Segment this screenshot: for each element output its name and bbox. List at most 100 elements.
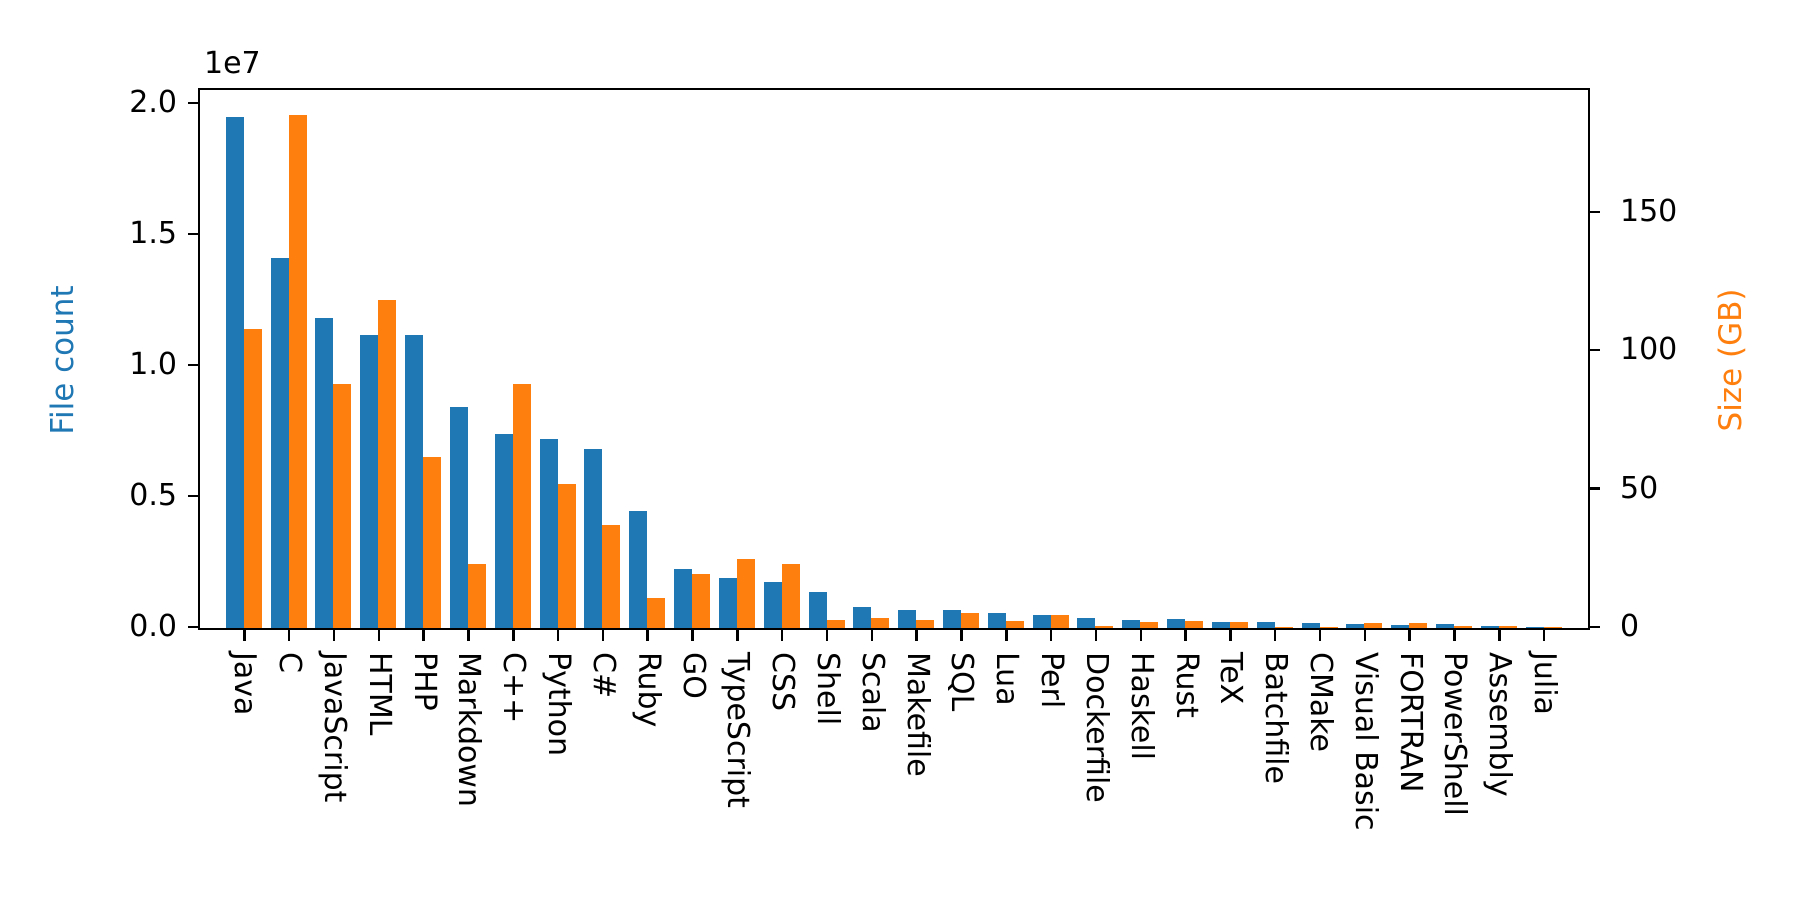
- x-tick-mark: [1318, 629, 1322, 641]
- x-tick-mark: [780, 629, 784, 641]
- x-tick-mark: [915, 629, 918, 641]
- bar-file-count-fortran: [1391, 624, 1410, 628]
- bar-file-count-powershell: [1435, 624, 1454, 628]
- bar-size-gb-c: [602, 525, 621, 628]
- x-tick-mark: [870, 629, 873, 641]
- x-tick-label-ruby: Ruby: [630, 652, 666, 728]
- bar-size-gb-cmake: [1319, 626, 1338, 628]
- x-tick-mark: [287, 629, 291, 641]
- y-tick-mark-left: [187, 101, 198, 105]
- bar-file-count-sql: [942, 609, 961, 628]
- bar-file-count-python: [539, 438, 558, 628]
- y-tick-label-right: 50: [1620, 470, 1659, 506]
- x-tick-label-go: GO: [675, 652, 711, 699]
- y-tick-label-right: 100: [1620, 332, 1678, 368]
- bar-file-count-php: [405, 335, 424, 628]
- x-tick-mark: [736, 629, 739, 641]
- x-tick-mark: [243, 629, 246, 641]
- bar-file-count-c: [494, 434, 513, 628]
- x-tick-label-shell: Shell: [810, 652, 845, 726]
- y-tick-label-left: 2.0: [129, 85, 177, 121]
- left-axis-offset-text: 1e7: [204, 46, 261, 81]
- x-tick-label-python: Python: [541, 652, 576, 756]
- bar-size-gb-python: [557, 483, 576, 628]
- bar-size-gb-tex: [1229, 621, 1248, 628]
- bar-file-count-tex: [1211, 621, 1230, 628]
- x-tick-mark: [1273, 629, 1277, 641]
- bar-size-gb-sql: [960, 612, 979, 628]
- plot-area: [197, 87, 1590, 630]
- x-tick-label-java: Java: [227, 652, 263, 716]
- bar-file-count-rust: [1167, 619, 1185, 628]
- x-tick-label-makefile: Makefile: [899, 652, 935, 777]
- x-tick-mark: [1453, 629, 1456, 641]
- x-tick-label-typescript: TypeScript: [720, 652, 756, 808]
- bar-file-count-haskell: [1122, 619, 1141, 628]
- bar-file-count-c: [584, 449, 603, 628]
- bar-size-gb-javascript: [333, 383, 352, 628]
- x-tick-label-visual-basic: Visual Basic: [1347, 652, 1383, 831]
- bar-size-gb-go: [692, 574, 710, 628]
- bar-size-gb-makefile: [916, 619, 935, 628]
- y-tick-mark-right: [1590, 348, 1600, 352]
- bar-file-count-julia: [1525, 626, 1544, 628]
- bar-size-gb-typescript: [736, 559, 755, 628]
- bar-file-count-batchfile: [1256, 621, 1275, 628]
- x-tick-mark: [1005, 629, 1008, 641]
- y-tick-label-left: 0.0: [129, 609, 177, 644]
- bar-file-count-java: [225, 116, 244, 628]
- y-tick-mark-left: [187, 232, 198, 236]
- y-tick-label-left: 1.0: [129, 347, 177, 382]
- x-tick-mark: [646, 629, 649, 641]
- x-tick-mark: [691, 629, 694, 641]
- x-tick-mark: [1139, 629, 1142, 641]
- bar-size-gb-html: [378, 299, 397, 628]
- x-tick-mark: [377, 629, 380, 641]
- bar-file-count-javascript: [315, 318, 334, 628]
- bar-file-count-perl: [1032, 615, 1051, 628]
- x-tick-label-julia: Julia: [1527, 652, 1563, 715]
- y-tick-label-right: 0: [1620, 609, 1640, 644]
- x-tick-mark: [960, 629, 963, 641]
- x-tick-mark: [601, 629, 605, 641]
- bar-file-count-shell: [808, 591, 827, 628]
- bar-size-gb-haskell: [1140, 622, 1159, 628]
- bar-file-count-css: [763, 582, 782, 628]
- y-tick-mark-left: [187, 625, 198, 629]
- bar-file-count-dockerfile: [1077, 618, 1096, 628]
- x-tick-label-c: C: [272, 652, 308, 673]
- x-tick-label-sql: SQL: [944, 652, 980, 712]
- x-tick-mark: [1363, 629, 1366, 641]
- x-tick-mark: [1408, 629, 1411, 641]
- x-tick-mark: [422, 629, 425, 641]
- x-tick-label-c: C#: [585, 652, 621, 699]
- x-tick-mark: [467, 629, 470, 641]
- bar-size-gb-rust: [1185, 621, 1203, 628]
- bar-file-count-assembly: [1480, 625, 1499, 628]
- x-tick-label-powershell: PowerShell: [1437, 652, 1473, 816]
- bar-size-gb-scala: [871, 617, 890, 628]
- x-tick-mark: [512, 629, 515, 641]
- bar-size-gb-fortran: [1409, 623, 1428, 628]
- x-tick-label-cmake: CMake: [1303, 652, 1338, 752]
- bar-file-count-markdown: [449, 406, 468, 628]
- bar-file-count-visual-basic: [1346, 624, 1365, 628]
- bar-file-count-go: [674, 568, 692, 628]
- x-tick-mark: [1184, 629, 1187, 641]
- bar-size-gb-powershell: [1453, 626, 1472, 628]
- x-tick-mark: [332, 629, 336, 641]
- y-tick-mark-right: [1590, 487, 1600, 490]
- bar-file-count-lua: [987, 612, 1006, 628]
- x-tick-mark: [1542, 629, 1546, 641]
- x-tick-label-perl: Perl: [1034, 652, 1070, 709]
- x-tick-label-css: CSS: [765, 652, 801, 712]
- x-tick-label-lua: Lua: [989, 652, 1025, 706]
- x-tick-mark: [825, 629, 829, 641]
- bar-file-count-scala: [853, 606, 872, 628]
- x-tick-label-dockerfile: Dockerfile: [1078, 652, 1114, 803]
- y-tick-mark-right: [1590, 210, 1600, 213]
- bar-size-gb-perl: [1050, 614, 1069, 628]
- y-tick-label-left: 1.5: [129, 216, 177, 252]
- bar-file-count-typescript: [718, 577, 737, 628]
